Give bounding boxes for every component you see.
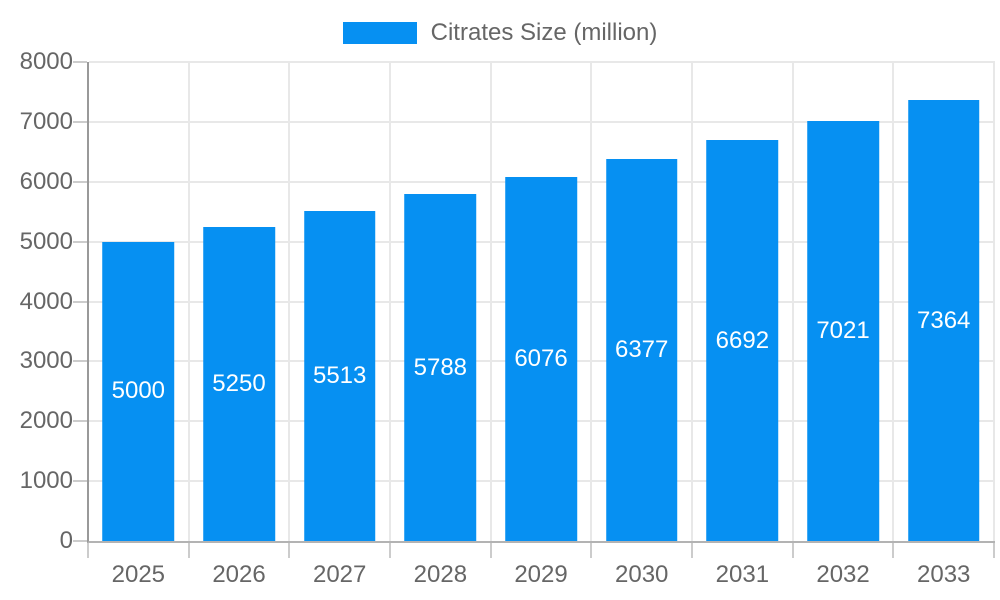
bar-value-label: 5250: [212, 369, 266, 397]
x-tick: [892, 543, 895, 558]
x-tick: [389, 543, 392, 558]
x-axis-label: 2025: [111, 561, 166, 588]
h-gridline: [89, 120, 995, 123]
x-axis-label: 2031: [715, 561, 770, 588]
y-axis-label: 0: [59, 527, 73, 554]
bar: 5000: [102, 241, 175, 541]
y-tick: [73, 61, 87, 63]
y-axis-label: 2000: [19, 407, 73, 435]
bar: 5513: [303, 210, 376, 541]
legend-swatch: [342, 22, 417, 44]
bar-value-label: 6692: [715, 326, 770, 354]
bar-value-label: 6076: [514, 345, 568, 373]
plot-area: 5000 2025 5250 2026 5513 2027 5788 2028 6076 2029…: [87, 61, 996, 588]
bar: 7364: [907, 100, 980, 541]
x-tick: [590, 543, 593, 558]
x-axis-label: 2028: [413, 561, 468, 588]
x-axis-label: 2030: [615, 561, 669, 588]
bar-value-label: 5788: [413, 353, 468, 381]
bar-value-label: 5513: [312, 361, 367, 389]
y-tick: [73, 420, 87, 423]
categories-row: 5000 2025 5250 2026 5513 2027 5788 2028 6076 2029…: [87, 62, 996, 588]
y-axis-label: 5000: [19, 227, 73, 255]
category-cell: 6076 2029: [492, 62, 593, 588]
y-tick: [73, 120, 87, 123]
y-axis-label: 4000: [19, 287, 73, 315]
x-axis-label: 2029: [514, 561, 568, 588]
x-tick: [993, 543, 996, 558]
x-axis-label: 2027: [312, 561, 367, 588]
y-axis-label: 7000: [19, 107, 73, 135]
x-tick: [288, 543, 291, 558]
x-tick: [791, 543, 794, 558]
chart-legend: Citrates Size (million): [0, 19, 1000, 47]
y-axis-label: 3000: [19, 347, 73, 375]
x-axis-label: 2032: [816, 561, 870, 588]
bar: 5788: [404, 194, 477, 541]
bar: 6377: [605, 159, 678, 541]
y-tick: [73, 240, 87, 243]
category-cell: 5000 2025: [87, 62, 190, 588]
x-axis-label: 2026: [212, 561, 266, 588]
y-axis-label: 1000: [19, 467, 73, 495]
x-tick: [187, 543, 190, 558]
bar: 6692: [706, 140, 779, 541]
category-cell: 5513 2027: [290, 62, 392, 588]
category-cell: 6377 2030: [592, 62, 694, 588]
category-cell: 7364 2033: [894, 62, 996, 588]
legend-label: Citrates Size (million): [430, 19, 658, 46]
bar-value-label: 6377: [614, 336, 669, 364]
x-axis-label: 2033: [917, 561, 971, 588]
category-cell: 5250 2026: [190, 62, 291, 588]
bar: 6076: [505, 177, 577, 541]
category-cell: 7021 2032: [794, 62, 895, 588]
bar-value-label: 5000: [111, 377, 166, 405]
y-tick: [73, 300, 87, 303]
x-tick: [87, 543, 89, 558]
x-tick: [489, 543, 492, 558]
h-gridline: [89, 61, 995, 63]
y-axis-label: 8000: [19, 48, 73, 75]
bar-value-label: 7021: [816, 316, 870, 344]
bar: 5250: [203, 226, 275, 541]
category-cell: 6692 2031: [693, 62, 794, 588]
y-axis-label: 6000: [19, 167, 73, 195]
y-tick: [73, 360, 87, 363]
bar-value-label: 7364: [917, 306, 971, 334]
x-tick: [691, 543, 694, 558]
y-tick: [73, 180, 87, 183]
category-cell: 5788 2028: [391, 62, 492, 588]
legend-item[interactable]: Citrates Size (million): [342, 19, 658, 47]
y-tick: [73, 480, 87, 483]
y-tick: [73, 540, 87, 542]
bar: 7021: [807, 120, 879, 541]
